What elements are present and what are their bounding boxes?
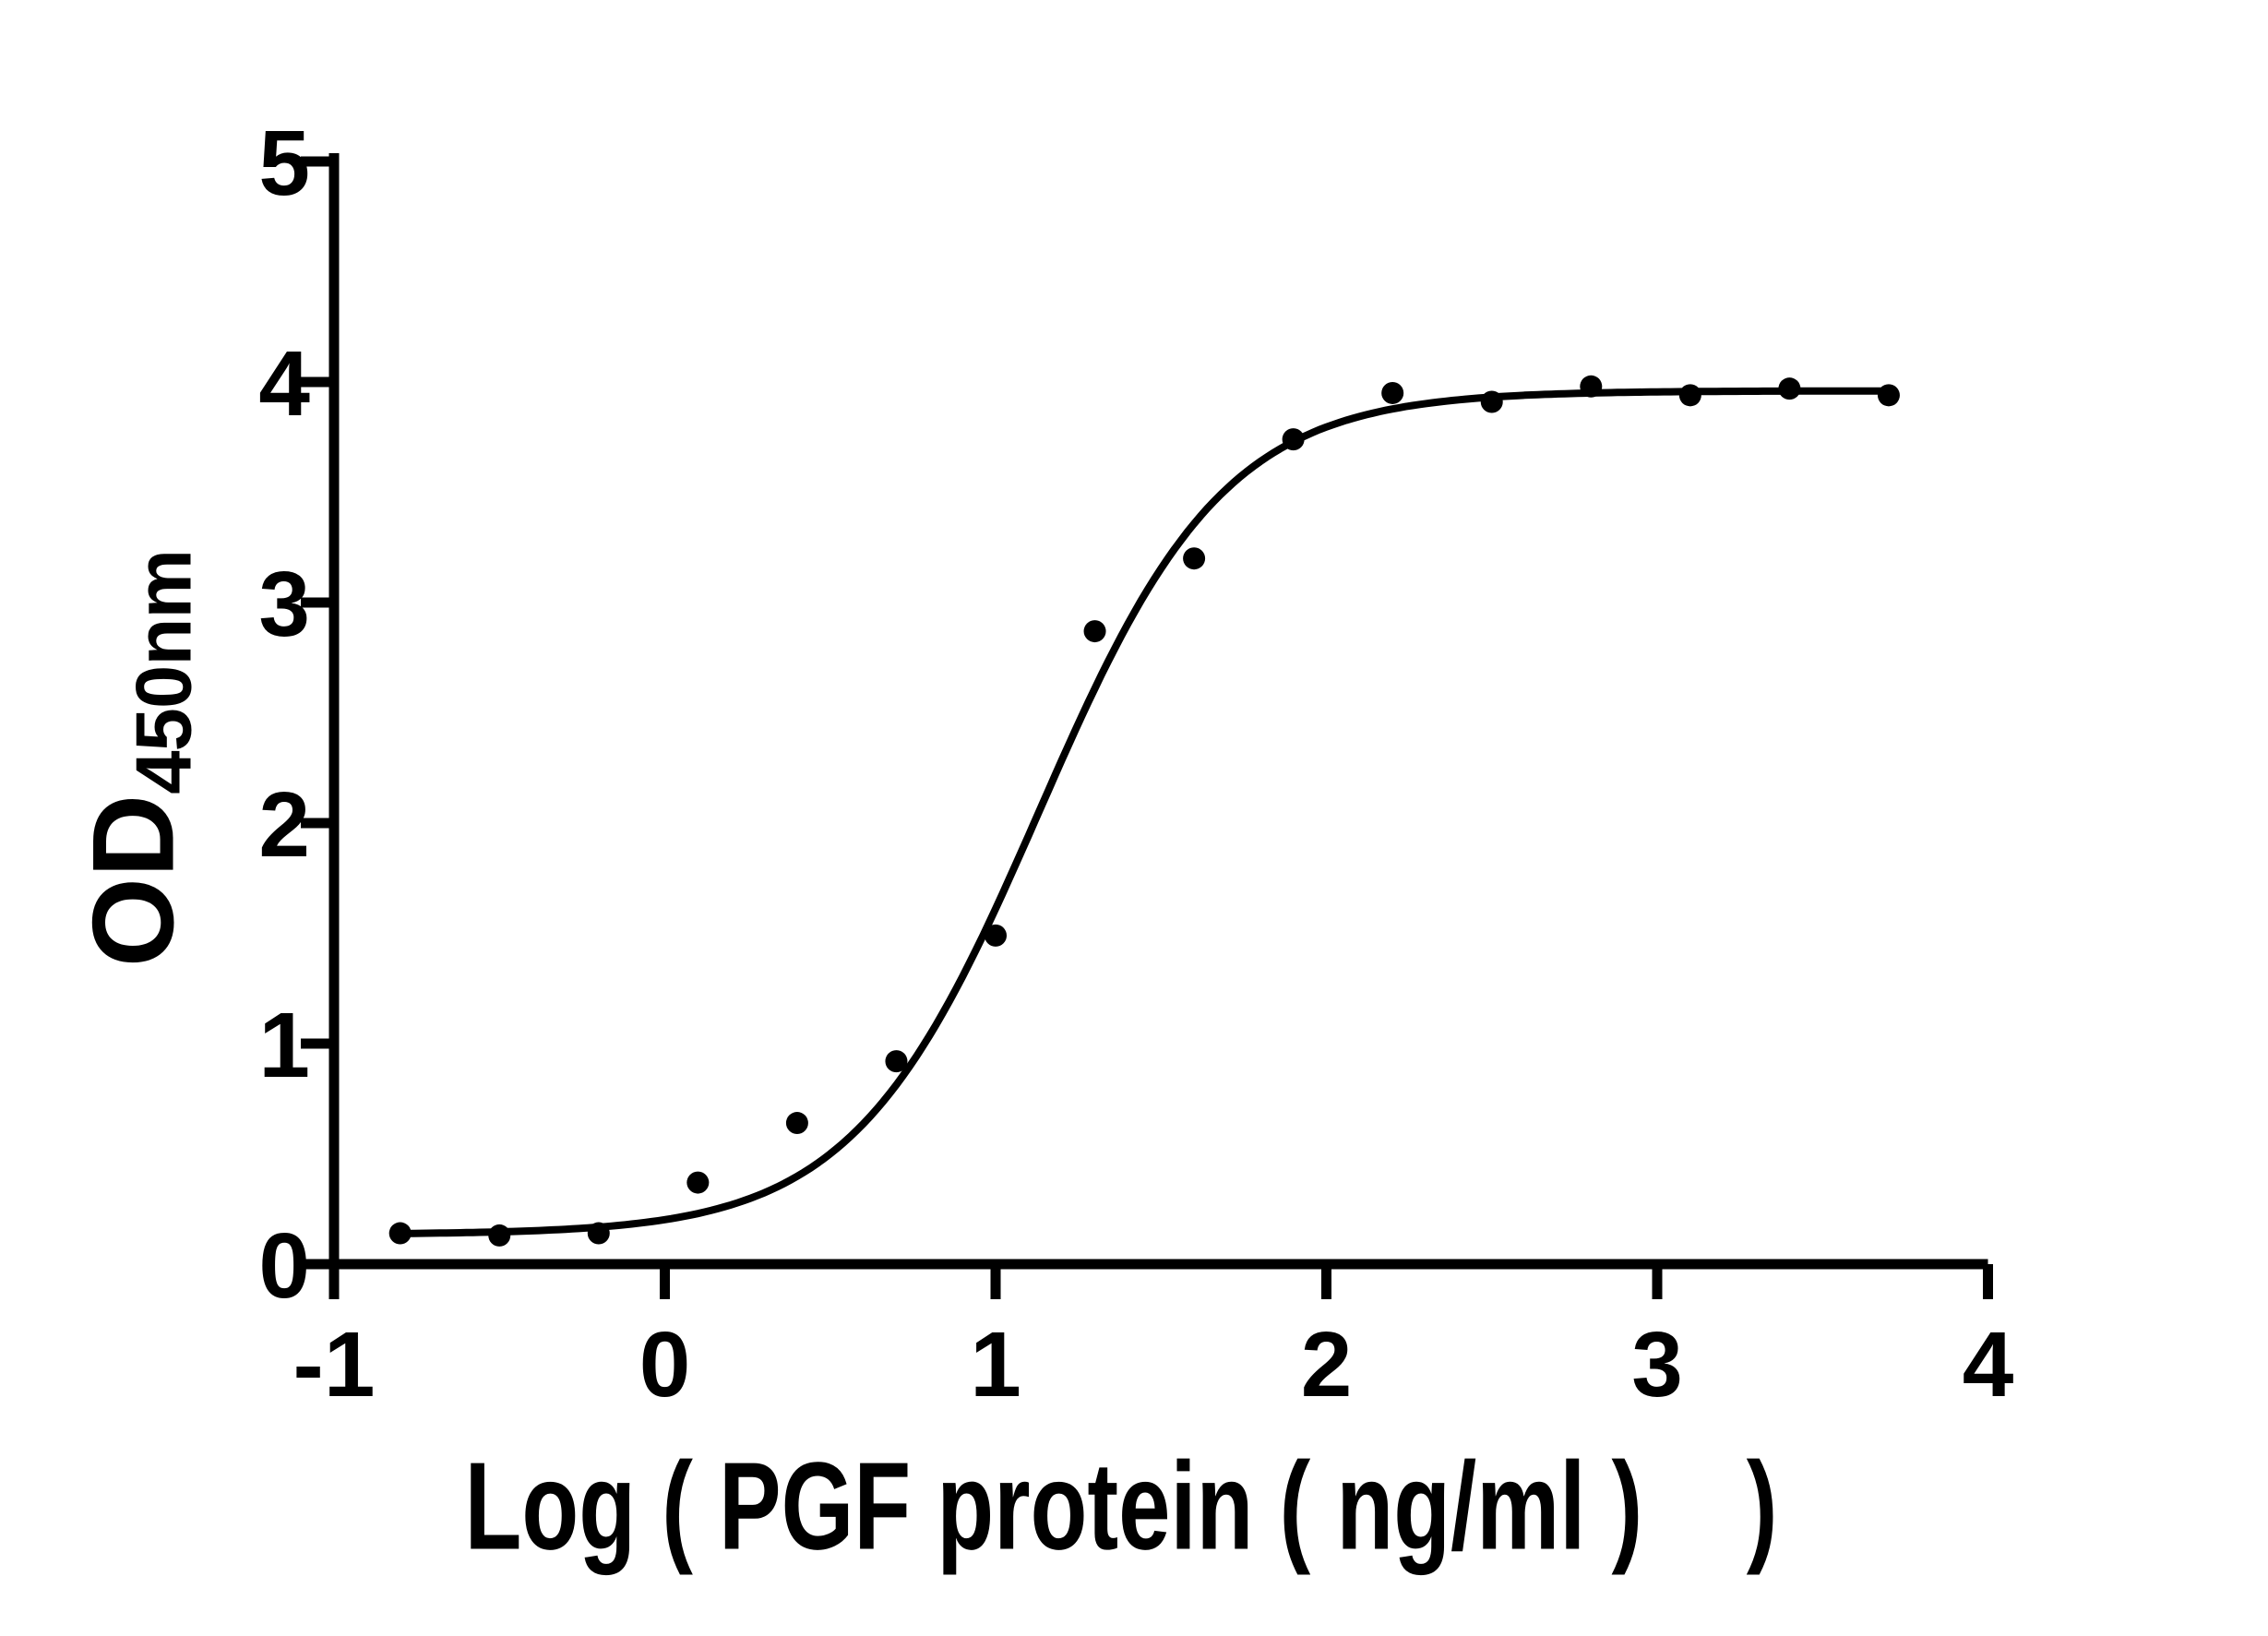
y-tick-label: 3: [258, 553, 310, 656]
x-tick-label: 2: [1301, 1313, 1353, 1416]
y-tick-label: 5: [258, 112, 310, 215]
data-point: [388, 1222, 412, 1245]
fit-curve: [396, 387, 1892, 1237]
x-tick-label: 0: [639, 1313, 691, 1416]
y-axis-title-subscript: 450nm: [120, 549, 209, 794]
data-point: [1083, 620, 1106, 643]
data-point: [1778, 377, 1801, 400]
y-tick-label: 4: [258, 332, 310, 436]
data-point: [686, 1171, 710, 1194]
x-axis-title: Log ( PGF protein ( ng/ml ) ): [464, 1436, 1778, 1576]
data-point: [587, 1222, 610, 1245]
data-point: [885, 1050, 908, 1073]
x-tick-label: 4: [1963, 1313, 2014, 1416]
y-axis-title-main: OD: [69, 794, 198, 968]
data-point: [1381, 381, 1404, 404]
y-axis-title: OD450nm: [70, 550, 209, 968]
data-point: [1480, 390, 1503, 413]
y-tick-label: 1: [258, 994, 310, 1097]
x-tick-label: 3: [1631, 1313, 1683, 1416]
data-point: [985, 924, 1007, 947]
y-tick-label: 2: [258, 773, 310, 877]
data-point: [488, 1224, 511, 1247]
data-point: [1877, 384, 1900, 407]
data-point: [1282, 428, 1305, 451]
data-point: [785, 1112, 808, 1135]
x-tick-label: 1: [970, 1313, 1021, 1416]
data-point: [1678, 384, 1701, 407]
data-point: [1580, 375, 1603, 398]
data-point: [1183, 547, 1206, 570]
x-tick-label: -1: [293, 1313, 376, 1416]
y-tick-label: 0: [258, 1214, 310, 1318]
